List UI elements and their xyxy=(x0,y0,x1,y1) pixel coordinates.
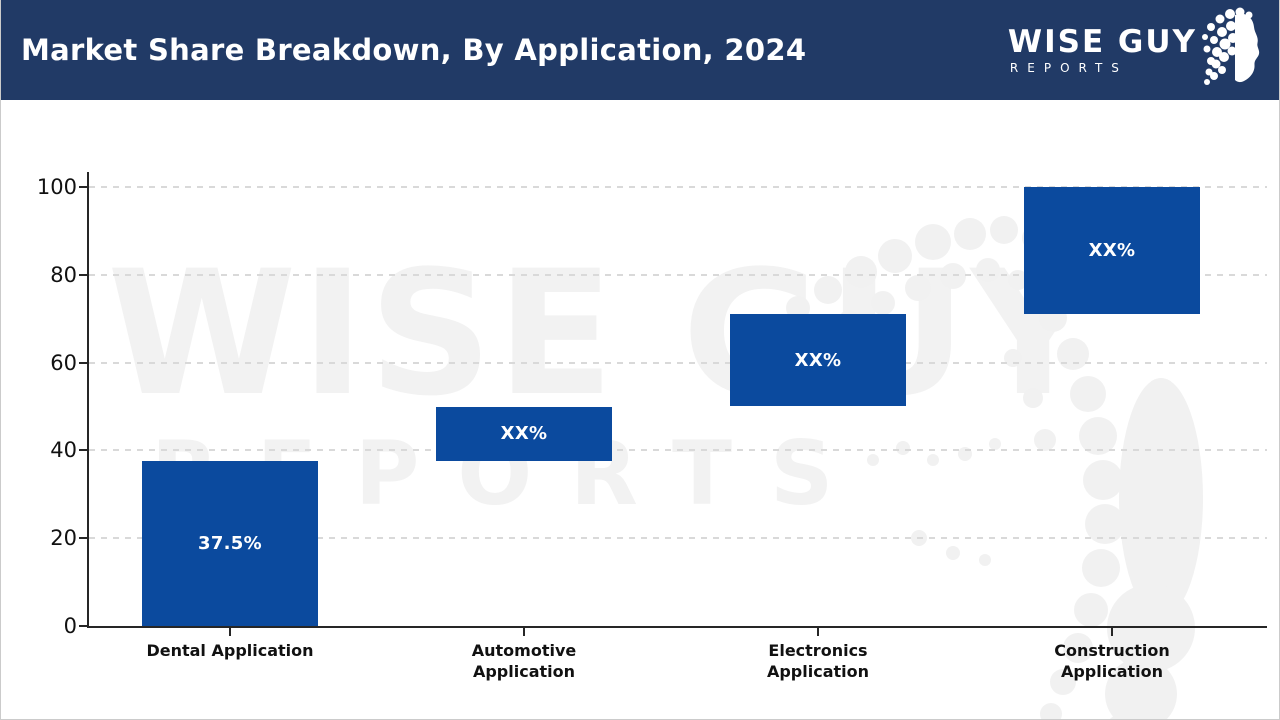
x-tick-mark-electronics-application xyxy=(817,628,819,636)
x-tick-mark-automotive-application xyxy=(523,628,525,636)
brand-face-dots-icon xyxy=(1202,7,1260,85)
gridline-20 xyxy=(89,537,1267,540)
category-label-automotive-application: Automotive Application xyxy=(471,641,577,681)
y-tick-mark-100 xyxy=(79,186,88,188)
y-tick-label-20: 20 xyxy=(50,526,77,551)
gridline-100 xyxy=(89,186,1267,188)
watermark-text-line1: WISE GUY xyxy=(107,233,1100,434)
page-title: Market Share Breakdown, By Application, … xyxy=(21,33,807,67)
y-tick-label-0: 0 xyxy=(63,614,77,638)
y-tick-mark-0 xyxy=(79,625,88,627)
brand-logo: WISE GUY REPORTS xyxy=(1008,7,1261,93)
gridline-60 xyxy=(89,361,1267,364)
x-axis-line xyxy=(87,626,1267,628)
y-tick-mark-60 xyxy=(79,361,88,364)
bar-value-label-automotive-application: XX% xyxy=(500,423,548,445)
bar-dental-application: 37.5% xyxy=(142,461,318,626)
brand-name: WISE GUY xyxy=(1007,23,1197,60)
y-tick-label-100: 100 xyxy=(36,175,77,199)
bar-value-label-electronics-application: XX% xyxy=(794,349,842,371)
category-label-electronics-application: Electronics Application xyxy=(766,641,870,681)
y-tick-label-60: 60 xyxy=(50,350,77,375)
gridline-40 xyxy=(89,449,1267,452)
header-bar: Market Share Breakdown, By Application, … xyxy=(1,0,1279,100)
bar-electronics-application: XX% xyxy=(730,314,906,407)
bar-value-label-construction-application: XX% xyxy=(1088,240,1136,262)
chart-area: WISE GUY REPORTS xyxy=(1,100,1279,719)
bar-construction-application: XX% xyxy=(1024,187,1200,315)
gridline-80 xyxy=(89,273,1267,276)
y-axis-line xyxy=(87,172,89,628)
y-tick-label-80: 80 xyxy=(50,262,77,287)
bar-value-label-dental-application: 37.5% xyxy=(198,533,262,555)
y-tick-mark-80 xyxy=(79,273,88,276)
x-tick-mark-dental-application xyxy=(229,628,231,636)
category-label-construction-application: Construction Application xyxy=(1054,641,1170,681)
bar-automotive-application: XX% xyxy=(436,406,612,462)
brand-subtitle: REPORTS xyxy=(1009,60,1128,75)
y-tick-mark-20 xyxy=(79,537,88,540)
y-tick-mark-40 xyxy=(79,449,88,452)
category-label-dental-application: Dental Application xyxy=(146,641,314,660)
x-tick-mark-construction-application xyxy=(1111,628,1113,636)
brand-logo-text: WISE GUY REPORTS xyxy=(1007,23,1197,75)
y-tick-label-40: 40 xyxy=(50,438,77,463)
